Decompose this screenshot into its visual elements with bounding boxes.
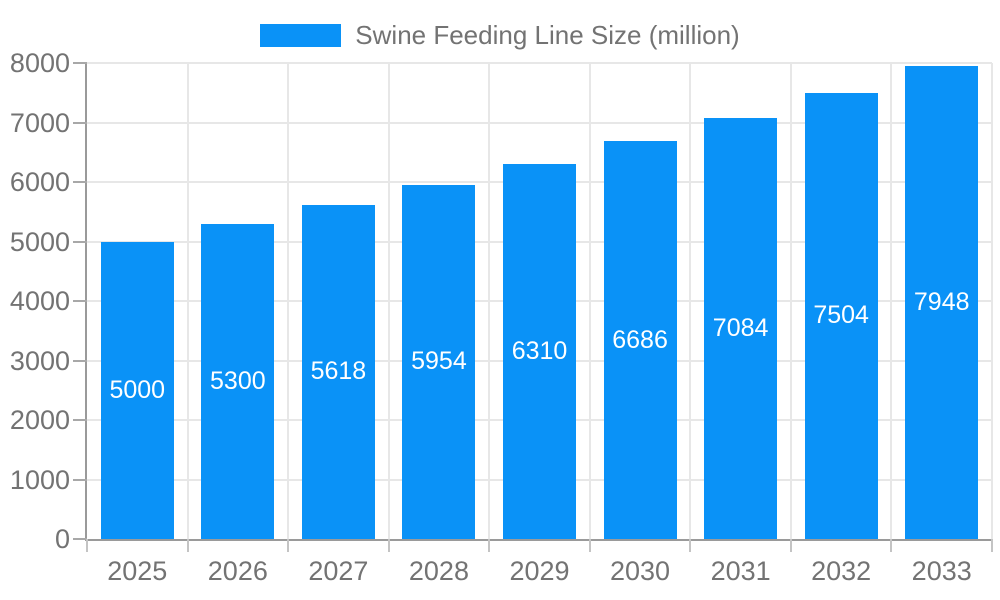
y-tick-label: 5000 — [9, 226, 70, 257]
y-tick-label: 8000 — [9, 48, 70, 78]
bar-2025[interactable]: 5000 — [100, 241, 174, 539]
x-axis-tick — [387, 539, 390, 552]
x-axis-tick — [287, 539, 290, 552]
y-axis-tick — [73, 359, 87, 362]
x-tick-label: 2031 — [710, 556, 771, 586]
bar-2029[interactable]: 6310 — [503, 163, 576, 539]
legend-swatch-icon — [260, 24, 342, 47]
x-axis-tick — [689, 539, 692, 552]
bar-2031[interactable]: 7084 — [704, 117, 778, 539]
x-axis-tick — [991, 539, 993, 552]
y-axis-tick — [73, 121, 87, 124]
y-axis-tick — [73, 300, 87, 302]
v-gridline — [186, 63, 189, 539]
h-gridline — [87, 121, 992, 124]
bar-value-label: 6310 — [511, 336, 568, 365]
x-tick-label: 2028 — [408, 556, 469, 586]
x-tick-label: 2032 — [811, 556, 872, 586]
x-axis-tick — [789, 539, 792, 552]
v-gridline — [287, 63, 290, 539]
y-tick-label: 6000 — [9, 167, 70, 197]
y-tick-label: 4000 — [9, 286, 70, 316]
v-gridline — [890, 63, 893, 539]
bar-value-label: 5300 — [210, 366, 266, 395]
x-axis-tick — [488, 539, 491, 552]
v-gridline — [689, 63, 692, 539]
x-axis-tick — [86, 539, 88, 552]
x-tick-label: 2030 — [610, 556, 671, 586]
bar-2030[interactable]: 6686 — [603, 141, 677, 539]
plot-area: 5000 5300 5618 5954 6310 6686 7084 7504 7948 — [85, 62, 993, 541]
y-tick-label: 1000 — [9, 464, 70, 495]
y-axis-tick — [73, 419, 87, 421]
bar-2026[interactable]: 5300 — [201, 223, 275, 539]
v-gridline — [789, 63, 792, 539]
y-axis-tick — [73, 181, 87, 183]
v-gridline — [488, 63, 491, 539]
bar-value-label: 7084 — [712, 313, 769, 342]
bar-value-label: 5954 — [411, 347, 467, 376]
y-axis-tick — [73, 62, 87, 64]
x-tick-label: 2033 — [911, 556, 972, 586]
bar-2028[interactable]: 5954 — [402, 184, 476, 539]
bar-value-label: 5000 — [109, 375, 166, 404]
x-tick-label: 2029 — [509, 556, 570, 586]
bar-value-label: 7504 — [813, 301, 869, 330]
v-gridline — [588, 63, 591, 539]
x-tick-label: 2027 — [308, 556, 369, 586]
bar-2027[interactable]: 5618 — [301, 204, 375, 539]
bar-2033[interactable]: 7948 — [905, 66, 979, 539]
x-axis-tick — [890, 539, 893, 552]
legend-label: Swine Feeding Line Size (million) — [355, 20, 740, 50]
y-tick-label: 7000 — [9, 107, 70, 138]
bar-value-label: 5618 — [310, 357, 367, 386]
bar-value-label: 6686 — [612, 325, 668, 354]
y-tick-label: 0 — [54, 524, 70, 554]
y-tick-label: 3000 — [9, 345, 70, 376]
x-axis-tick — [186, 539, 189, 552]
x-tick-label: 2025 — [107, 556, 168, 586]
bar-value-label: 7948 — [913, 288, 970, 317]
x-tick-label: 2026 — [207, 556, 268, 586]
v-gridline — [991, 63, 993, 539]
y-axis-tick — [73, 478, 87, 481]
y-axis-tick — [73, 538, 87, 540]
x-axis-tick — [588, 539, 591, 552]
bar-2032[interactable]: 7504 — [804, 92, 878, 539]
y-axis-tick — [73, 240, 87, 243]
v-gridline — [387, 63, 390, 539]
h-gridline — [87, 62, 992, 64]
legend[interactable]: Swine Feeding Line Size (million) — [0, 20, 1000, 51]
y-tick-label: 2000 — [9, 405, 70, 435]
